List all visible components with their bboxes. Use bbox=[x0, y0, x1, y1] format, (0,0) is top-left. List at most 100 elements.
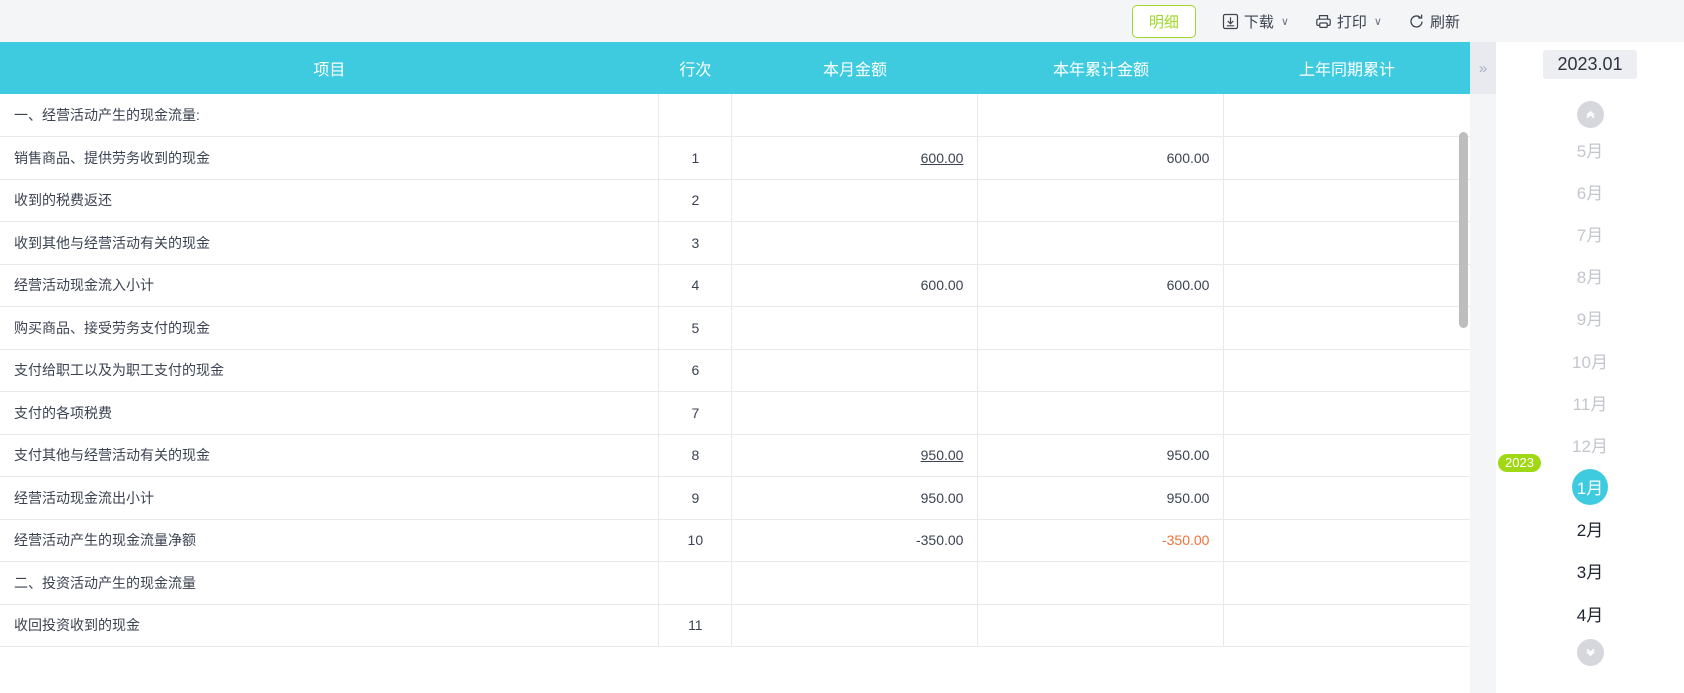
month-label: 9月 bbox=[1576, 310, 1604, 330]
cell-prior-year-amount bbox=[1223, 264, 1470, 307]
download-icon bbox=[1222, 13, 1239, 30]
table-row: 收到的税费返还 2 bbox=[0, 179, 1470, 222]
cell-ytd-amount bbox=[977, 221, 1225, 265]
detail-button[interactable]: 明细 bbox=[1131, 4, 1196, 38]
month-label: 4月 bbox=[1576, 605, 1604, 625]
month-item-12月[interactable]: 12月 bbox=[1496, 423, 1684, 465]
printer-icon bbox=[1315, 13, 1332, 30]
cell-prior-year-amount bbox=[1223, 434, 1470, 477]
chevron-up-icon bbox=[1585, 110, 1595, 119]
cell-line-number: 11 bbox=[658, 604, 733, 647]
amount-link[interactable]: 600.00 bbox=[920, 149, 964, 166]
cell-month-amount: 950.00 bbox=[731, 476, 979, 520]
month-item-7月[interactable]: 7月 bbox=[1496, 212, 1684, 254]
scroll-up-button[interactable] bbox=[1576, 101, 1604, 128]
month-label: 11月 bbox=[1572, 394, 1608, 414]
table-row: 一、经营活动产生的现金流量: bbox=[0, 94, 1470, 137]
month-item-5月[interactable]: 5月 bbox=[1496, 128, 1684, 170]
month-label: 7月 bbox=[1576, 225, 1604, 245]
amount-link[interactable]: 950.00 bbox=[920, 447, 964, 464]
cell-item: 购买商品、接受劳务支付的现金 bbox=[0, 306, 660, 350]
table-header: 项目 行次 本月金额 本年累计金额 上年同期累计 bbox=[0, 42, 1470, 94]
cell-item: 经营活动产生的现金流量净额 bbox=[0, 519, 660, 562]
refresh-icon bbox=[1408, 13, 1425, 30]
cell-ytd-amount: 600.00 bbox=[977, 136, 1225, 180]
table-row: 经营活动产生的现金流量净额 10 -350.00 -350.00 bbox=[0, 519, 1470, 562]
month-item-11月[interactable]: 11月 bbox=[1496, 381, 1684, 423]
download-button[interactable]: 下载 ∨ bbox=[1222, 11, 1289, 32]
chevron-down-icon: ∨ bbox=[1280, 15, 1289, 28]
cell-line-number: 8 bbox=[658, 434, 733, 477]
download-label: 下载 bbox=[1243, 13, 1274, 31]
cell-month-amount bbox=[731, 94, 979, 137]
month-item-9月[interactable]: 9月 bbox=[1496, 297, 1684, 339]
cell-line-number bbox=[658, 94, 733, 137]
chevron-down-icon bbox=[1585, 648, 1595, 657]
cell-month-amount[interactable]: 600.00 bbox=[731, 136, 979, 180]
month-item-6月[interactable]: 6月 bbox=[1496, 170, 1684, 212]
collapse-panel-button[interactable]: » bbox=[1470, 42, 1496, 94]
cell-item: 一、经营活动产生的现金流量: bbox=[0, 94, 660, 137]
cell-prior-year-amount bbox=[1223, 179, 1470, 222]
month-item-3月[interactable]: 3月 bbox=[1496, 550, 1684, 592]
month-item-2月[interactable]: 2月 bbox=[1496, 508, 1684, 550]
cell-ytd-amount: 950.00 bbox=[977, 476, 1225, 520]
cell-line-number: 2 bbox=[658, 179, 733, 222]
print-button[interactable]: 打印 ∨ bbox=[1315, 11, 1382, 32]
scrollbar-thumb[interactable] bbox=[1459, 132, 1468, 328]
cell-prior-year-amount bbox=[1223, 604, 1470, 647]
cell-prior-year-amount bbox=[1223, 476, 1470, 520]
month-item-8月[interactable]: 8月 bbox=[1496, 255, 1684, 297]
period-header: 2023.01 bbox=[1496, 42, 1684, 87]
month-label: 6月 bbox=[1576, 183, 1604, 203]
table-row: 购买商品、接受劳务支付的现金 5 bbox=[0, 306, 1470, 350]
cell-item: 二、投资活动产生的现金流量 bbox=[0, 561, 660, 605]
cell-month-amount[interactable]: 950.00 bbox=[731, 434, 979, 477]
cell-line-number: 10 bbox=[658, 519, 733, 562]
column-header-item: 项目 bbox=[0, 42, 659, 94]
month-list: 5月 6月 7月 8月 9月 10月 11月 12月 2023 1月 2月 3月 4月 bbox=[1496, 128, 1684, 634]
cell-ytd-amount bbox=[977, 349, 1225, 392]
cell-item: 支付给职工以及为职工支付的现金 bbox=[0, 349, 660, 392]
table-row: 二、投资活动产生的现金流量 bbox=[0, 561, 1470, 605]
month-item-10月[interactable]: 10月 bbox=[1496, 339, 1684, 381]
month-item-1月[interactable]: 2023 1月 bbox=[1496, 453, 1684, 508]
table-body: 一、经营活动产生的现金流量: 销售商品、提供劳务收到的现金 1 600.00 600.0… bbox=[0, 94, 1470, 647]
double-chevron-right-icon: » bbox=[1478, 59, 1488, 77]
year-badge: 2023 bbox=[1498, 453, 1541, 472]
cell-ytd-amount: 950.00 bbox=[977, 434, 1225, 477]
cell-month-amount bbox=[731, 306, 979, 350]
period-panel: 2023.01 5月 6月 7月 8月 9月 10月 11月 12月 2023 1月 2月 3月 4月 bbox=[1496, 42, 1684, 693]
cell-prior-year-amount bbox=[1223, 349, 1470, 392]
cell-item: 收到的税费返还 bbox=[0, 179, 660, 222]
selected-period-value[interactable]: 2023.01 bbox=[1543, 50, 1637, 79]
table-vertical-scrollbar[interactable] bbox=[1459, 94, 1468, 693]
print-label: 打印 bbox=[1336, 13, 1367, 31]
cell-ytd-amount bbox=[977, 391, 1225, 435]
cell-ytd-amount bbox=[977, 179, 1225, 222]
cash-flow-table: 项目 行次 本月金额 本年累计金额 上年同期累计 一、经营活动产生的现金流量: 销… bbox=[0, 42, 1470, 647]
cell-item: 销售商品、提供劳务收到的现金 bbox=[0, 136, 660, 180]
cell-item: 经营活动现金流入小计 bbox=[0, 264, 660, 307]
cell-item: 支付其他与经营活动有关的现金 bbox=[0, 434, 660, 477]
cell-line-number: 9 bbox=[658, 476, 733, 520]
cell-line-number: 3 bbox=[658, 221, 733, 265]
refresh-label: 刷新 bbox=[1429, 13, 1460, 31]
cell-line-number: 7 bbox=[658, 391, 733, 435]
month-label: 2月 bbox=[1576, 521, 1604, 541]
cell-month-amount bbox=[731, 604, 979, 647]
cell-prior-year-amount bbox=[1223, 221, 1470, 265]
scroll-down-button[interactable] bbox=[1576, 639, 1604, 666]
refresh-button[interactable]: 刷新 bbox=[1408, 11, 1460, 32]
negative-amount: -350.00 bbox=[1161, 532, 1210, 549]
month-item-4月[interactable]: 4月 bbox=[1496, 592, 1684, 634]
table-header-row: 项目 行次 本月金额 本年累计金额 上年同期累计 bbox=[0, 42, 1470, 94]
cell-item: 收到其他与经营活动有关的现金 bbox=[0, 221, 660, 265]
table-row: 经营活动现金流入小计 4 600.00 600.00 bbox=[0, 264, 1470, 307]
cell-prior-year-amount bbox=[1223, 391, 1470, 435]
report-toolbar: 明细 下载 ∨ 打印 ∨ bbox=[0, 0, 1684, 42]
cell-line-number: 1 bbox=[658, 136, 733, 180]
month-selector: 5月 6月 7月 8月 9月 10月 11月 12月 2023 1月 2月 3月 4月 bbox=[1496, 87, 1684, 635]
cell-prior-year-amount bbox=[1223, 561, 1470, 605]
cell-prior-year-amount bbox=[1223, 136, 1470, 180]
